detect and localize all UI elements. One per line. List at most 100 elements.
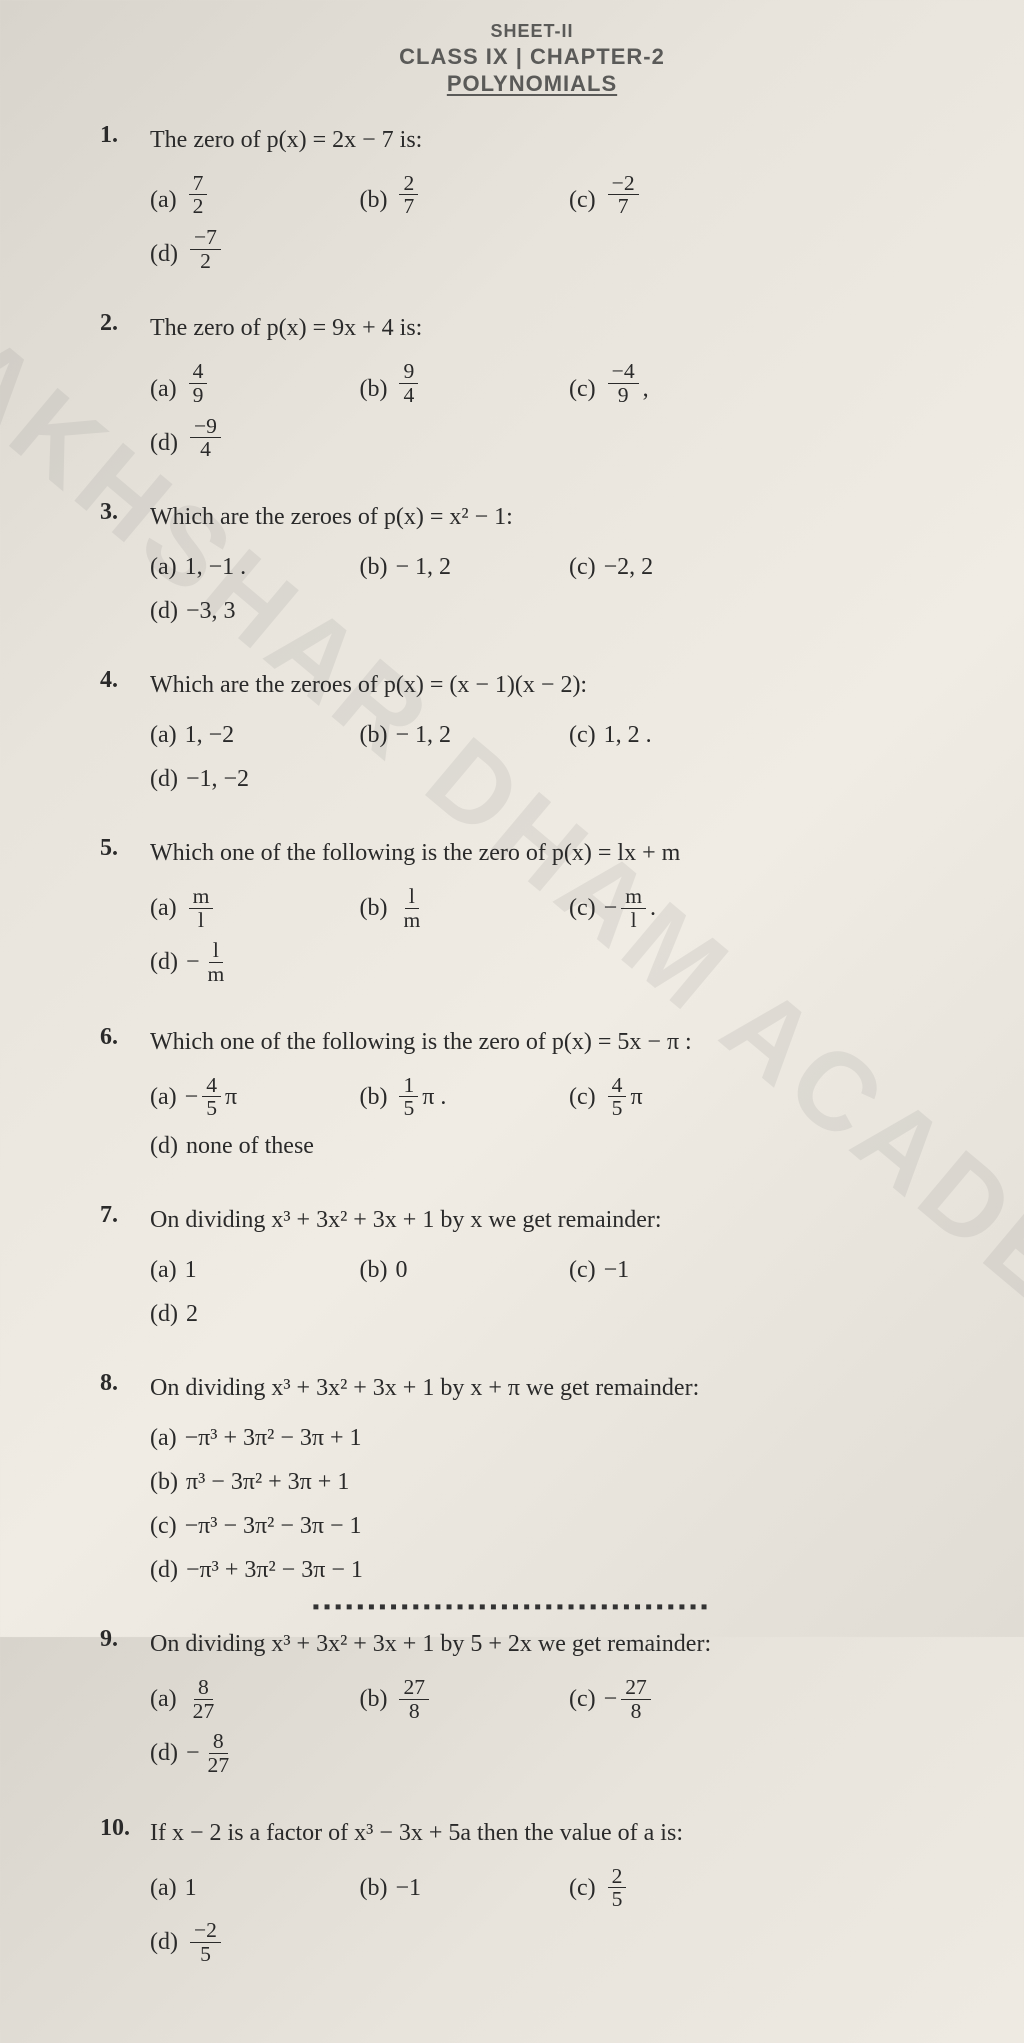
option-a: (a)49	[150, 356, 360, 410]
question-body: On dividing x³ + 3x² + 3x + 1 by 5 + 2x …	[150, 1626, 964, 1781]
option-text: − 1, 2	[395, 549, 451, 585]
question-number: 4.	[100, 667, 150, 694]
option-label: (b)	[360, 549, 388, 585]
option-b: (b) π³ − 3π² + 3π + 1	[150, 1460, 970, 1504]
option-c: (c)−27	[569, 168, 779, 222]
option-row: (a)49(b)94(c)−49 ,(d)−94	[150, 356, 964, 465]
header-line1: CLASS IX | CHAPTER-2	[100, 43, 964, 71]
option-a: (a)827	[150, 1672, 360, 1726]
option-label: (c)	[569, 890, 596, 926]
question-stem: Which are the zeroes of p(x) = x² − 1:	[150, 499, 964, 535]
question-number: 8.	[100, 1370, 150, 1397]
option-label: (d)	[150, 761, 178, 797]
option-a: (a) 1, −2	[150, 713, 360, 757]
question-body: The zero of p(x) = 2x − 7 is:(a)72(b)27(…	[150, 122, 964, 277]
option-text: −π³ − 3π² − 3π − 1	[185, 1508, 362, 1544]
question-9: 9.On dividing x³ + 3x² + 3x + 1 by 5 + 2…	[100, 1626, 964, 1781]
option-text: − 1, 2	[395, 717, 451, 753]
option-label: (a)	[150, 717, 177, 753]
option-a: (a)−π³ + 3π² − 3π + 1	[150, 1416, 970, 1460]
option-a: (a) 1, −1 .	[150, 545, 360, 589]
option-c: (c)−278	[569, 1672, 779, 1726]
question-number: 7.	[100, 1202, 150, 1229]
option-label: (c)	[150, 1508, 177, 1544]
option-label: (a)	[150, 549, 177, 585]
footer-dots: ▪▪▪▪▪▪▪▪▪▪▪▪▪▪▪▪▪▪▪▪▪▪▪▪▪▪▪▪▪▪▪▪▪▪▪▪	[312, 1596, 711, 1619]
question-10: 10.If x − 2 is a factor of x³ − 3x + 5a …	[100, 1815, 964, 1970]
option-row: (a)ml(b)lm(c)−ml .(d)−lm	[150, 881, 964, 990]
option-c: (c)−ml .	[569, 881, 779, 935]
option-text: −1, −2	[186, 761, 249, 797]
option-label: (a)	[150, 182, 177, 218]
option-a: (a)1	[150, 1248, 360, 1292]
option-text: π³ − 3π² + 3π + 1	[186, 1464, 349, 1500]
question-body: If x − 2 is a factor of x³ − 3x + 5a the…	[150, 1815, 964, 1970]
option-label: (d)	[150, 1924, 178, 1960]
option-label: (b)	[360, 1870, 388, 1906]
option-text: 2	[186, 1296, 198, 1332]
worksheet-header: SHEET-II CLASS IX | CHAPTER-2 POLYNOMIAL…	[100, 20, 964, 98]
option-text: 1	[185, 1252, 197, 1288]
option-suffix: π	[225, 1079, 237, 1115]
option-label: (c)	[569, 1870, 596, 1906]
question-stem: On dividing x³ + 3x² + 3x + 1 by x we ge…	[150, 1202, 964, 1238]
option-label: (c)	[569, 717, 596, 753]
option-d: (d)−72	[150, 222, 360, 276]
option-label: (b)	[360, 1681, 388, 1717]
option-d: (d)−827	[150, 1726, 360, 1780]
question-body: Which one of the following is the zero o…	[150, 1024, 964, 1168]
option-suffix: π .	[422, 1079, 446, 1115]
question-stem: If x − 2 is a factor of x³ − 3x + 5a the…	[150, 1815, 964, 1851]
option-c: (c)−1	[569, 1248, 779, 1292]
option-row: (a)−π³ + 3π² − 3π + 1(b)π³ − 3π² + 3π + …	[150, 1416, 964, 1592]
question-7: 7.On dividing x³ + 3x² + 3x + 1 by x we …	[100, 1202, 964, 1336]
option-label: (a)	[150, 890, 177, 926]
option-d: (d)−lm	[150, 935, 360, 989]
option-suffix: .	[650, 890, 656, 926]
option-d: (d)−3, 3	[150, 589, 360, 633]
option-c: (c) −π³ − 3π² − 3π − 1	[150, 1504, 970, 1548]
question-1: 1.The zero of p(x) = 2x − 7 is:(a)72(b)2…	[100, 122, 964, 277]
option-label: (a)	[150, 1870, 177, 1906]
option-label: (d)	[150, 1735, 178, 1771]
option-label: (c)	[569, 371, 596, 407]
option-label: (d)	[150, 236, 178, 272]
question-stem: Which one of the following is the zero o…	[150, 835, 964, 871]
option-row: (a)72(b)27(c)−27(d)−72	[150, 168, 964, 277]
option-d: (d) −1, −2	[150, 757, 360, 801]
option-suffix: ,	[643, 371, 649, 407]
header-sheet: SHEET-II	[100, 20, 964, 43]
option-c: (c)25	[569, 1861, 779, 1915]
option-text: −1	[395, 1870, 421, 1906]
question-stem: On dividing x³ + 3x² + 3x + 1 by x + π w…	[150, 1370, 964, 1406]
option-c: (c)1, 2 .	[569, 713, 779, 757]
option-text: −2, 2	[604, 549, 654, 585]
option-d: (d)−π³ + 3π² − 3π − 1	[150, 1548, 970, 1592]
option-b: (b)15π .	[360, 1070, 570, 1124]
option-text: 1, −1 .	[185, 549, 247, 585]
option-b: (b)lm	[360, 881, 570, 935]
option-row: (a)1(b)0(c)−1(d)2	[150, 1248, 964, 1336]
option-label: (b)	[360, 1252, 388, 1288]
option-label: (b)	[360, 890, 388, 926]
question-body: The zero of p(x) = 9x + 4 is:(a)49(b)94(…	[150, 310, 964, 465]
option-row: (a)−45π(b)15π .(c)45π(d)none of these	[150, 1070, 964, 1168]
option-row: (a)827(b)278(c)−278 (d)−827	[150, 1672, 964, 1781]
option-label: (b)	[150, 1464, 178, 1500]
option-d: (d)−25	[150, 1915, 360, 1969]
option-prefix: −	[186, 1735, 200, 1771]
option-c: (c)−49 ,	[569, 356, 779, 410]
option-b: (b)− 1, 2	[360, 545, 570, 589]
header-line2: POLYNOMIALS	[100, 70, 964, 98]
option-row: (a)1, −1 .(b)− 1, 2(c)−2, 2(d)−3, 3	[150, 545, 964, 633]
question-2: 2.The zero of p(x) = 9x + 4 is:(a)49(b)9…	[100, 310, 964, 465]
option-text: 1, −2	[185, 717, 235, 753]
option-b: (b)278	[360, 1672, 570, 1726]
option-label: (d)	[150, 1296, 178, 1332]
option-prefix: −	[186, 944, 200, 980]
option-d: (d)−94	[150, 411, 360, 465]
option-label: (d)	[150, 1552, 178, 1588]
worksheet-page: SHEET-II CLASS IX | CHAPTER-2 POLYNOMIAL…	[0, 0, 1024, 2043]
option-text: none of these	[186, 1128, 314, 1164]
question-stem: Which are the zeroes of p(x) = (x − 1)(x…	[150, 667, 964, 703]
